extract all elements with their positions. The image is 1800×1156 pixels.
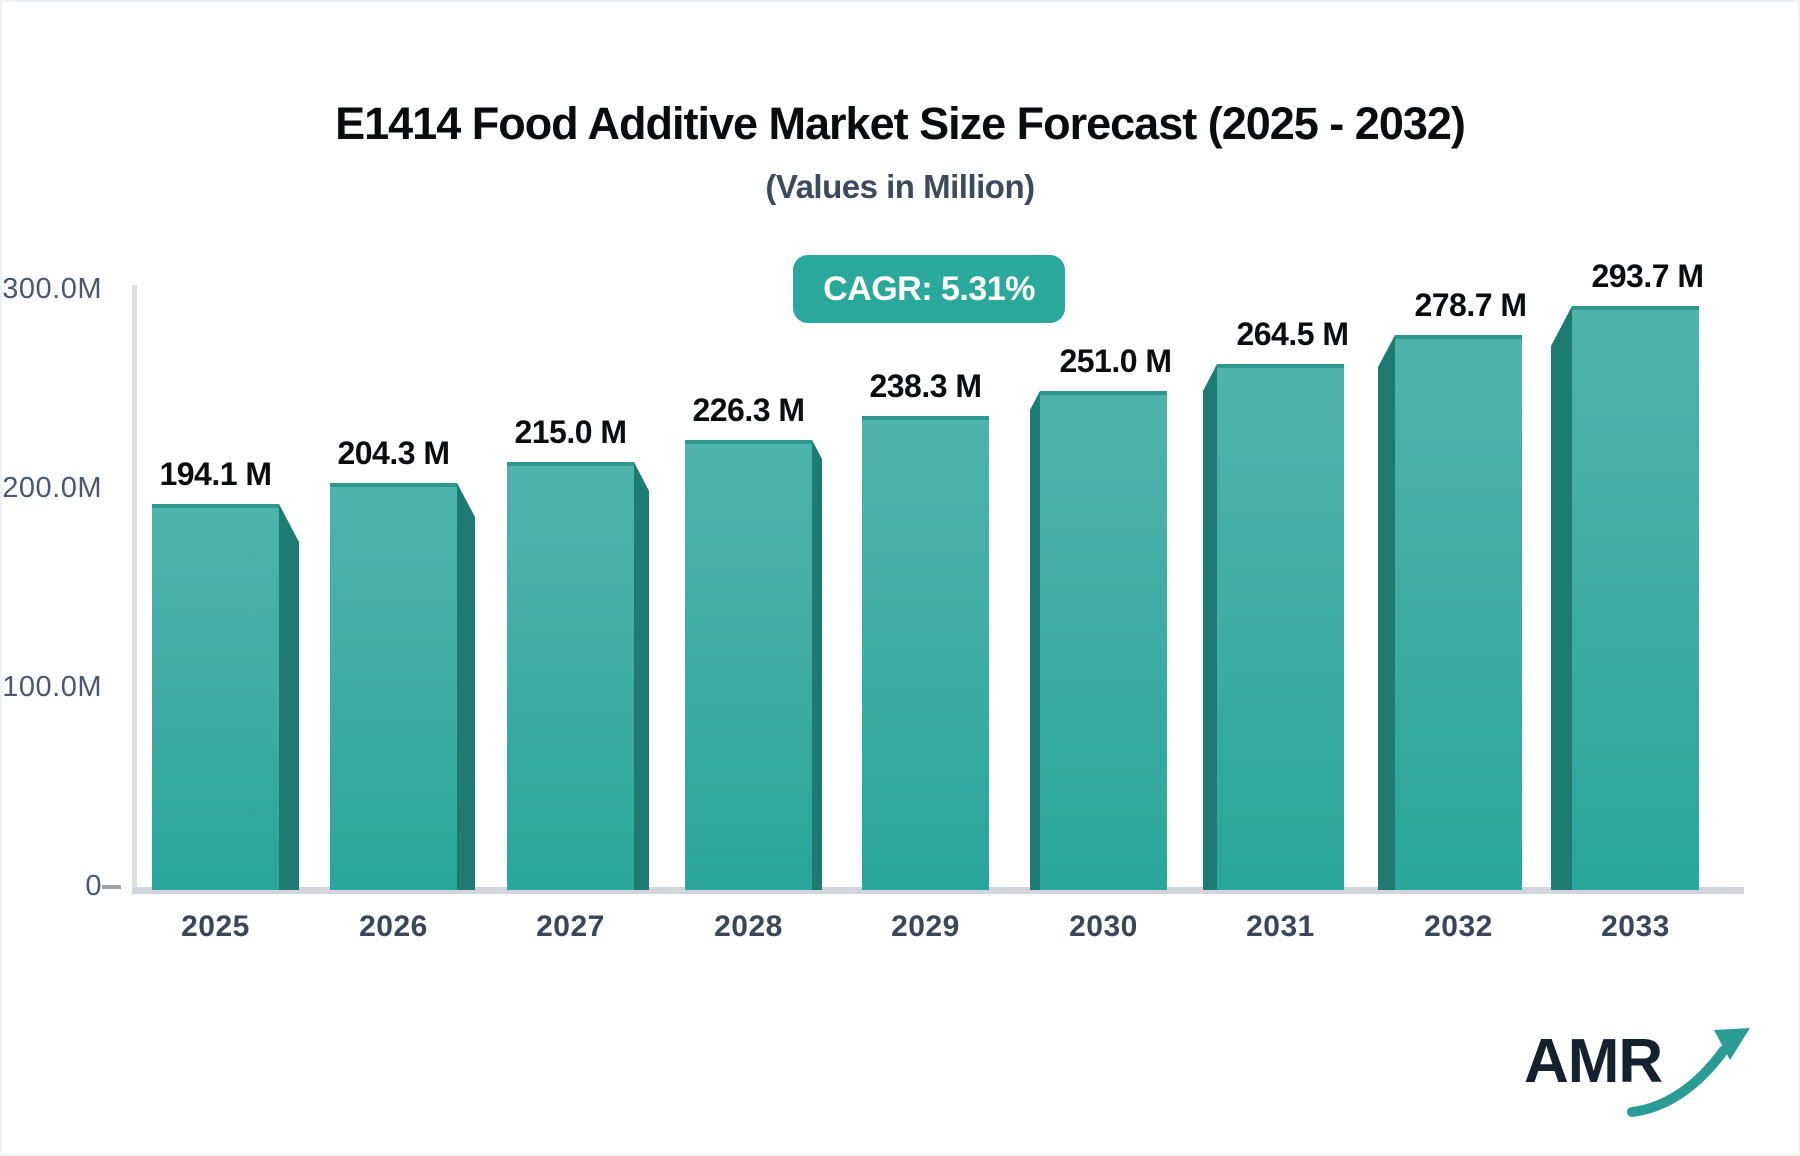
x-tick-2028: 2028 — [714, 910, 783, 943]
bar-2025[interactable] — [152, 504, 279, 890]
y-tick-200.0M: 200.0M — [2, 472, 102, 504]
bar-2032[interactable] — [1395, 335, 1522, 890]
bar-2027-side — [634, 462, 649, 890]
bar-value-label-2033: 293.7 M — [1591, 258, 1704, 294]
bar-value-label-2031: 264.5 M — [1236, 316, 1349, 352]
growth-arrow-icon — [1627, 1028, 1750, 1117]
bar-value-label-2028: 226.3 M — [692, 392, 805, 428]
bar-2029[interactable] — [862, 416, 989, 890]
bar-value-label-2030: 251.0 M — [1059, 343, 1172, 379]
bar-value-label-2032: 278.7 M — [1414, 287, 1527, 323]
bar-value-label-2027: 215.0 M — [514, 414, 627, 450]
x-tick-2027: 2027 — [536, 910, 605, 943]
bar-2031-side — [1203, 364, 1217, 890]
chart-subtitle: (Values in Million) — [765, 168, 1035, 205]
chart-title: E1414 Food Additive Market Size Forecast… — [335, 98, 1466, 149]
x-tick-2033: 2033 — [1601, 910, 1670, 943]
bar-2027[interactable] — [507, 462, 634, 890]
cagr-badge-label: CAGR: 5.31% — [823, 269, 1035, 308]
amr-logo-text: AMR — [1524, 1027, 1663, 1096]
y-tick-100.0M: 100.0M — [2, 671, 102, 703]
x-tick-2026: 2026 — [359, 910, 428, 943]
bar-value-label-2025: 194.1 M — [159, 456, 272, 492]
bar-2028-side — [812, 440, 822, 890]
bar-2030[interactable] — [1040, 391, 1167, 890]
bar-2026-side — [457, 483, 475, 890]
x-tick-2031: 2031 — [1246, 910, 1315, 943]
zero-tick-mark — [102, 885, 121, 889]
x-tick-2029: 2029 — [891, 910, 960, 943]
bar-2033[interactable] — [1572, 306, 1699, 890]
bar-2033-side — [1551, 306, 1572, 890]
y-axis-line — [132, 285, 137, 894]
y-tick-0: 0 — [85, 870, 102, 902]
x-tick-2030: 2030 — [1069, 910, 1138, 943]
amr-logo: AMR — [1524, 1014, 1764, 1124]
bar-2032-side — [1378, 335, 1395, 890]
y-tick-300.0M: 300.0M — [2, 273, 102, 305]
bar-2025-side — [279, 504, 299, 890]
bar-value-label-2029: 238.3 M — [869, 368, 982, 404]
x-tick-2025: 2025 — [181, 910, 250, 943]
x-tick-2032: 2032 — [1424, 910, 1493, 943]
bar-2031[interactable] — [1217, 364, 1344, 890]
bar-2026[interactable] — [330, 483, 457, 890]
bar-2028[interactable] — [685, 440, 812, 890]
bar-value-label-2026: 204.3 M — [337, 435, 450, 471]
cagr-badge: CAGR: 5.31% — [793, 255, 1065, 323]
x-axis-baseline — [132, 887, 1744, 894]
bar-2030-side — [1030, 391, 1040, 890]
